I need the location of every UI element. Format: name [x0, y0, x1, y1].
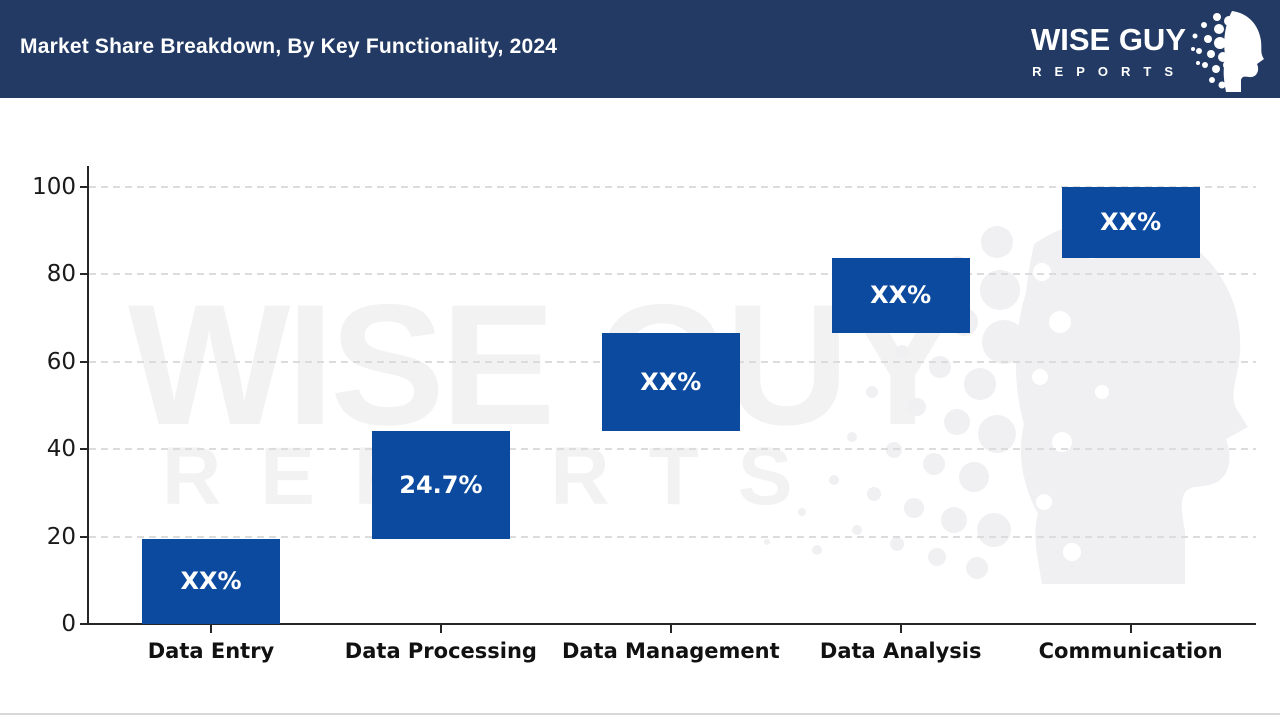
- logo-wordmark: WISE GUY: [1030, 22, 1186, 57]
- bar: XX%: [1061, 187, 1200, 258]
- bar-value-label: 24.7%: [399, 470, 483, 499]
- x-category-label: Data Entry: [147, 639, 275, 663]
- y-axis-tick: [80, 448, 87, 451]
- x-category-label: Data Processing: [344, 639, 537, 663]
- y-axis-tick: [80, 186, 87, 188]
- x-axis-tick: [439, 625, 442, 633]
- x-category-label: Communication: [1038, 639, 1223, 663]
- x-axis-tick: [210, 625, 212, 633]
- y-axis-tick: [80, 360, 87, 363]
- y-tick-label: 60: [46, 348, 76, 375]
- y-axis-tick: [80, 273, 87, 276]
- bar-value-label: XX%: [180, 567, 242, 596]
- bar: XX%: [601, 332, 740, 431]
- header-bar: Market Share Breakdown, By Key Functiona…: [0, 0, 1280, 98]
- logo-head-icon: [1191, 11, 1264, 92]
- bar: 24.7%: [371, 430, 510, 539]
- bar: XX%: [142, 538, 280, 624]
- x-axis-line: [87, 623, 1256, 625]
- logo-subtext: REPORTS: [1032, 64, 1186, 79]
- bar-value-label: XX%: [640, 367, 702, 396]
- y-tick-label: 0: [61, 611, 76, 637]
- y-tick-label: 40: [46, 436, 76, 463]
- x-axis-tick: [669, 625, 672, 633]
- gridline: [89, 273, 1256, 276]
- gridline: [89, 448, 1256, 451]
- brand-logo: WISE GUY REPORTS: [1026, 8, 1266, 92]
- watermark-wordmark: WISE GUY: [128, 269, 960, 461]
- y-axis-line: [87, 166, 89, 625]
- gridline: [89, 186, 1256, 188]
- y-tick-label: 20: [46, 523, 76, 550]
- y-axis-tick: [80, 623, 87, 625]
- x-category-label: Data Management: [561, 639, 780, 663]
- gridline: [89, 535, 1256, 538]
- bar: XX%: [831, 257, 970, 333]
- x-category-label: Data Analysis: [819, 639, 982, 663]
- y-tick-label: 100: [32, 174, 76, 200]
- y-tick-label: 80: [46, 261, 76, 288]
- y-axis-tick: [80, 535, 87, 538]
- page-title: Market Share Breakdown, By Key Functiona…: [20, 35, 558, 58]
- bottom-border: [0, 713, 1280, 715]
- x-axis-tick: [1129, 625, 1132, 633]
- x-axis-tick: [899, 625, 902, 633]
- bar-value-label: XX%: [870, 281, 932, 310]
- bar-value-label: XX%: [1100, 208, 1162, 237]
- watermark-head-icon: [764, 219, 1248, 584]
